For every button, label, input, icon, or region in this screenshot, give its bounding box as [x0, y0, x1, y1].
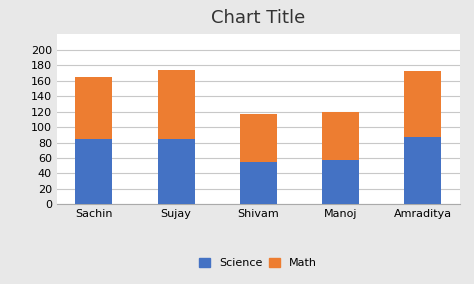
Bar	[240, 114, 277, 162]
Bar	[240, 162, 277, 204]
Bar	[75, 139, 112, 204]
Bar	[404, 71, 441, 137]
Bar	[75, 77, 112, 139]
Bar	[157, 70, 194, 139]
Bar	[157, 139, 194, 204]
Bar	[404, 137, 441, 204]
Legend: Science, Math: Science, Math	[199, 258, 318, 268]
Bar	[322, 112, 359, 160]
Title: Chart Title: Chart Title	[211, 9, 305, 27]
Bar	[322, 160, 359, 204]
